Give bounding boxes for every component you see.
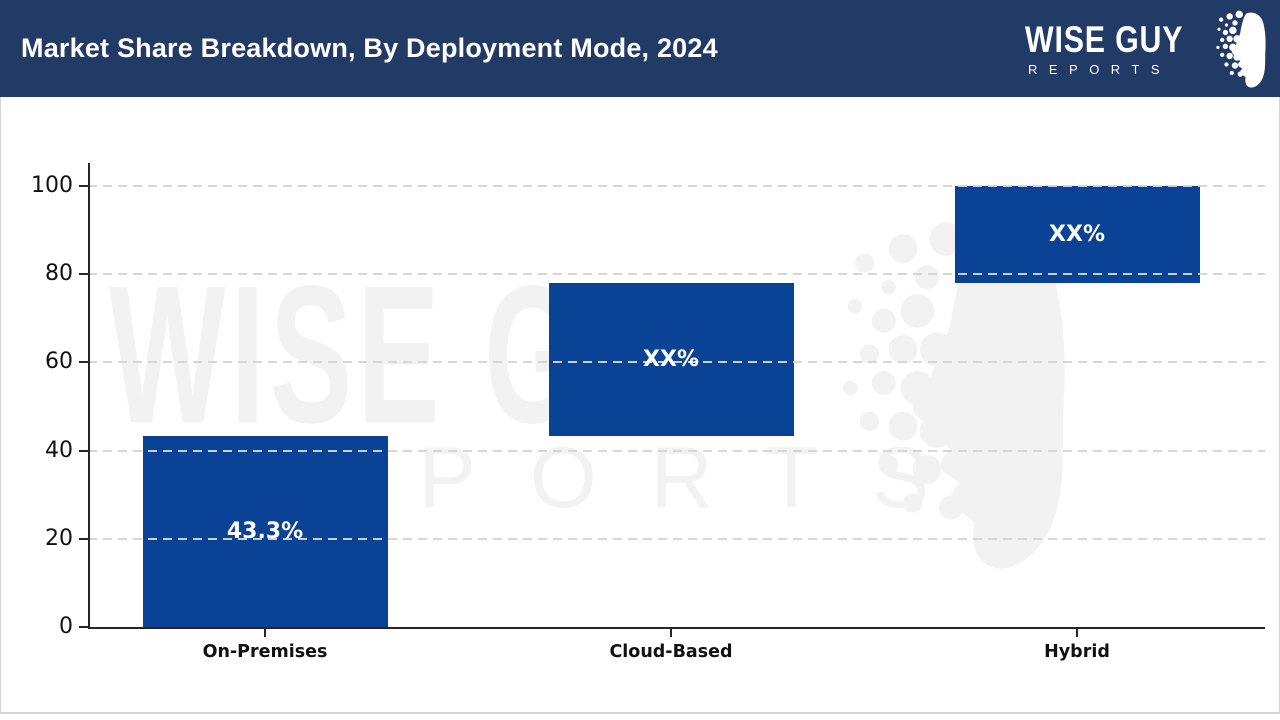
wise-guy-logo: WISE GUY REPORTS	[1025, 9, 1280, 89]
y-tick-label: 60	[45, 349, 73, 375]
x-axis	[88, 627, 1265, 629]
y-axis	[88, 163, 90, 629]
bar-value-label: XX%	[643, 346, 699, 372]
logo-wordmark: WISE GUY	[1024, 18, 1184, 60]
y-tick-label: 80	[45, 261, 73, 287]
x-category-label: On-Premises	[202, 642, 328, 662]
wiseguy-face-icon	[1212, 9, 1274, 89]
y-tick-mark	[79, 626, 88, 628]
y-tick-mark	[79, 449, 88, 452]
grid-line	[88, 185, 1265, 187]
logo-text: WISE GUY REPORTS	[1025, 21, 1218, 77]
page-title: Market Share Breakdown, By Deployment Mo…	[21, 33, 718, 63]
x-category-label: Hybrid	[1044, 642, 1110, 662]
y-tick-label: 0	[59, 614, 73, 639]
header: Market Share Breakdown, By Deployment Mo…	[0, 0, 1280, 97]
bar	[142, 436, 388, 627]
x-category-label: Cloud-Based	[609, 642, 733, 662]
x-tick-mark	[264, 629, 266, 637]
bar-value-label: 43.3%	[226, 518, 304, 544]
grid-line	[88, 361, 1265, 364]
y-tick-label: 40	[45, 437, 73, 463]
x-tick-mark	[670, 629, 672, 637]
grid-line	[88, 537, 1265, 540]
y-tick-mark	[79, 273, 88, 276]
bar	[548, 283, 794, 437]
y-tick-label: 100	[31, 173, 73, 198]
grid-line	[88, 273, 1265, 276]
y-tick-mark	[79, 537, 88, 540]
y-tick-mark	[79, 185, 88, 187]
logo-subtext: REPORTS	[1027, 61, 1172, 77]
x-tick-mark	[1076, 629, 1078, 637]
y-tick-mark	[79, 361, 88, 364]
y-tick-label: 20	[45, 525, 73, 551]
grid-line	[88, 449, 1265, 452]
bar	[954, 186, 1200, 284]
bar-value-label: XX%	[1049, 221, 1105, 247]
